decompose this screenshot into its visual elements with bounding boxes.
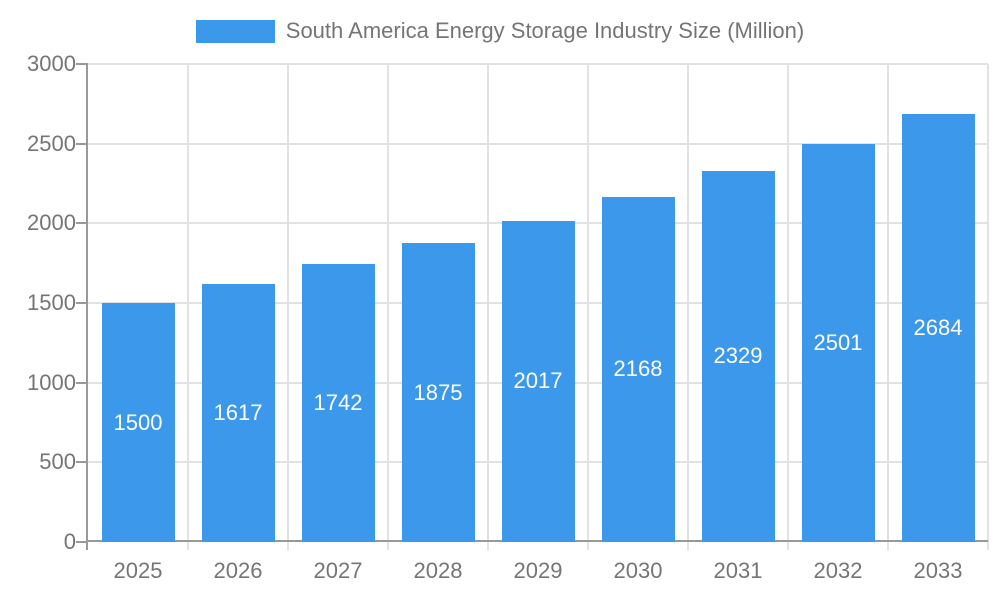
bar[interactable]: 2017	[501, 220, 575, 542]
bar[interactable]: 2501	[801, 143, 875, 542]
bar[interactable]: 1875	[401, 243, 475, 542]
gridline-vertical	[187, 64, 189, 550]
x-tick-label: 2032	[813, 558, 863, 583]
y-tick-label: 1000	[27, 369, 76, 395]
x-tick-label: 2033	[913, 558, 963, 583]
y-axis-tick	[76, 222, 88, 225]
plot-area: 1500 1617 1742 1875 2017 2168 2329 2501 2684	[76, 63, 989, 550]
legend-swatch[interactable]	[195, 19, 275, 43]
gridline-vertical	[887, 64, 889, 550]
y-axis-line	[86, 64, 88, 550]
gridline-vertical	[587, 64, 589, 550]
gridline-vertical	[987, 64, 989, 550]
bar-value-label: 2017	[513, 368, 563, 394]
y-axis-tick	[76, 302, 88, 304]
y-tick-label: 1500	[27, 290, 76, 315]
gridline-horizontal	[88, 63, 988, 65]
y-tick-label: 2000	[27, 210, 76, 236]
x-tick-label: 2031	[713, 558, 763, 583]
bar[interactable]: 2684	[901, 114, 975, 542]
bar[interactable]: 1500	[101, 303, 175, 542]
legend-label: South America Energy Storage Industry Si…	[285, 18, 805, 43]
gridline-horizontal	[88, 142, 988, 145]
y-axis-tick	[76, 63, 88, 65]
x-tick-label: 2025	[113, 558, 163, 583]
x-tick-label: 2029	[513, 558, 563, 583]
bar-value-label: 1500	[113, 409, 163, 435]
bar[interactable]: 2329	[701, 170, 775, 542]
y-tick-label: 3000	[27, 51, 76, 76]
x-tick-label: 2030	[613, 558, 663, 583]
y-axis-tick	[76, 461, 88, 464]
bar[interactable]: 2168	[601, 196, 675, 542]
x-tick-label: 2028	[413, 558, 463, 583]
x-tick-label: 2026	[213, 558, 263, 583]
y-axis-tick	[76, 142, 88, 145]
gridline-vertical	[687, 64, 689, 550]
bar-value-label: 1617	[213, 400, 263, 426]
bar-value-label: 1742	[313, 390, 363, 416]
gridline-vertical	[287, 64, 289, 550]
y-axis-tick	[76, 381, 88, 384]
y-tick-label: 0	[63, 529, 76, 554]
gridline-vertical	[487, 64, 489, 550]
legend[interactable]: South America Energy Storage Industry Si…	[0, 18, 1000, 44]
bar-value-label: 1875	[413, 379, 463, 405]
y-tick-label: 500	[39, 449, 76, 475]
bar-value-label: 2501	[813, 329, 863, 355]
bar-value-label: 2168	[613, 356, 663, 382]
gridline-vertical	[787, 64, 789, 550]
x-tick-label: 2027	[313, 558, 363, 583]
gridline-vertical	[387, 64, 389, 550]
y-axis-tick	[76, 541, 88, 543]
bar-value-label: 2329	[713, 343, 763, 369]
y-tick-label: 2500	[27, 130, 76, 156]
bar[interactable]: 1617	[201, 284, 275, 542]
bar[interactable]: 1742	[301, 264, 375, 542]
bar-value-label: 2684	[913, 315, 963, 341]
